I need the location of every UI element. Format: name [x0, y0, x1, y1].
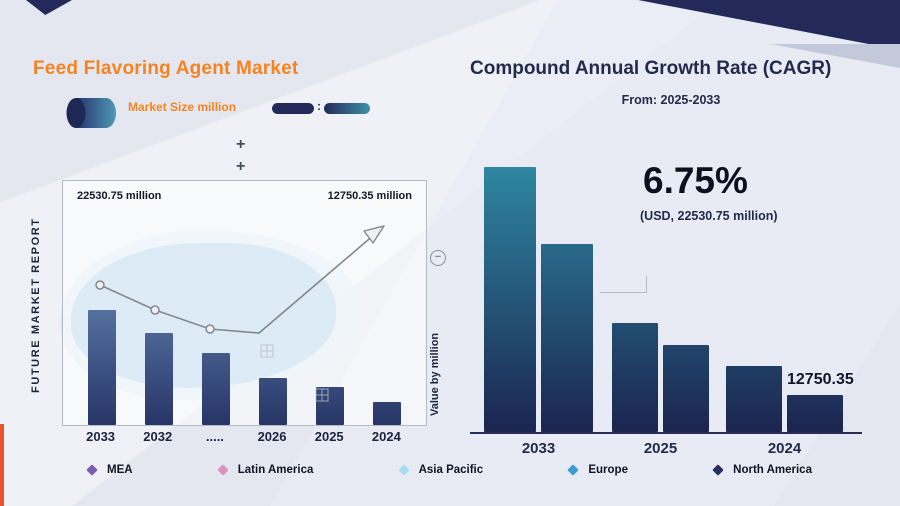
legend-diamond-icon [86, 464, 98, 476]
decor-plus-icon: + [236, 158, 246, 175]
legend-label: Latin America [237, 464, 314, 476]
left-bar [144, 333, 173, 425]
cagr-chart: 2033 2025 2024 [470, 160, 862, 457]
right-bar [726, 366, 782, 432]
right-bar-group: 2024 [726, 366, 843, 457]
left-edge-accent [0, 424, 4, 506]
legend-pill-separator: : [317, 99, 321, 113]
market-size-chart: 22530.75 million 12750.35 million [62, 180, 427, 426]
left-bars [63, 300, 426, 425]
legend-item-mea: MEA [86, 464, 133, 476]
right-bar [787, 395, 843, 432]
left-x-label: 2033 [86, 429, 116, 444]
right-bar-group: 2025 [612, 323, 709, 457]
decor-bracket [600, 276, 647, 293]
decor-plus-icon: + [236, 136, 246, 153]
left-bar [259, 378, 288, 425]
cagr-period: From: 2025-2033 [621, 93, 721, 107]
legend-item-europe: Europe [567, 464, 628, 476]
cylinder-icon [66, 98, 116, 128]
left-x-label: 2025 [314, 429, 344, 444]
right-bar [663, 345, 709, 432]
bar-value-label: 12750.35 [787, 371, 854, 388]
legend-pill-dark [272, 103, 314, 114]
legend-diamond-icon [217, 464, 229, 476]
legend-diamond-icon [567, 464, 580, 476]
legend-diamond-icon [397, 464, 410, 476]
value-axis-label: Value by million [429, 332, 441, 416]
legend-label: MEA [107, 464, 133, 476]
legend-label: North America [733, 464, 812, 476]
legend-item-asia-pacific: Asia Pacific [397, 464, 484, 476]
watermark-vertical-label: FUTURE MARKET REPORT [30, 217, 42, 394]
cagr-note: (USD, 22530.75 million) [640, 209, 778, 223]
right-bar-group: 2033 [484, 167, 593, 457]
corner-accent-top-left [26, 0, 72, 15]
left-bar [201, 353, 230, 425]
left-bar [316, 387, 345, 425]
left-x-label: 2024 [371, 429, 401, 444]
legend-item-north-america: North America [712, 464, 812, 476]
page-title: Feed Flavoring Agent Market [33, 58, 299, 79]
legend-label: Europe [588, 464, 628, 476]
decor-grid-icon [260, 344, 329, 402]
right-x-label: 2033 [521, 440, 556, 457]
min-value-label: 12750.35 million [327, 190, 412, 202]
right-bar [484, 167, 536, 432]
legend-diamond-icon [712, 464, 724, 476]
trend-line-arrow [95, 225, 385, 402]
right-x-label: 2024 [767, 440, 802, 457]
cagr-value: 6.75% [643, 160, 748, 201]
left-bar [373, 402, 402, 425]
left-x-labels: 2033 2032..... 2026 2025 2024 [62, 429, 425, 444]
cagr-title: Compound Annual Growth Rate (CAGR) [470, 58, 832, 79]
right-x-label: 2025 [643, 440, 678, 457]
left-x-label: 2032 [143, 429, 173, 444]
market-size-legend-label: Market Size million [128, 100, 237, 114]
right-bar [612, 323, 658, 432]
max-value-label: 22530.75 million [77, 190, 162, 202]
legend-label: Asia Pacific [418, 464, 484, 476]
footer-legend: MEA Latin America Asia Pacific Europe North … [86, 464, 812, 476]
legend-item-latin-america: Latin America [217, 464, 314, 476]
left-x-label: 2026 [257, 429, 287, 444]
legend-pill-gradient [324, 103, 370, 114]
decor-circle-minus-icon: − [430, 250, 446, 266]
right-bar [541, 244, 593, 432]
left-x-label: ..... [205, 429, 224, 444]
left-bar [87, 310, 116, 425]
